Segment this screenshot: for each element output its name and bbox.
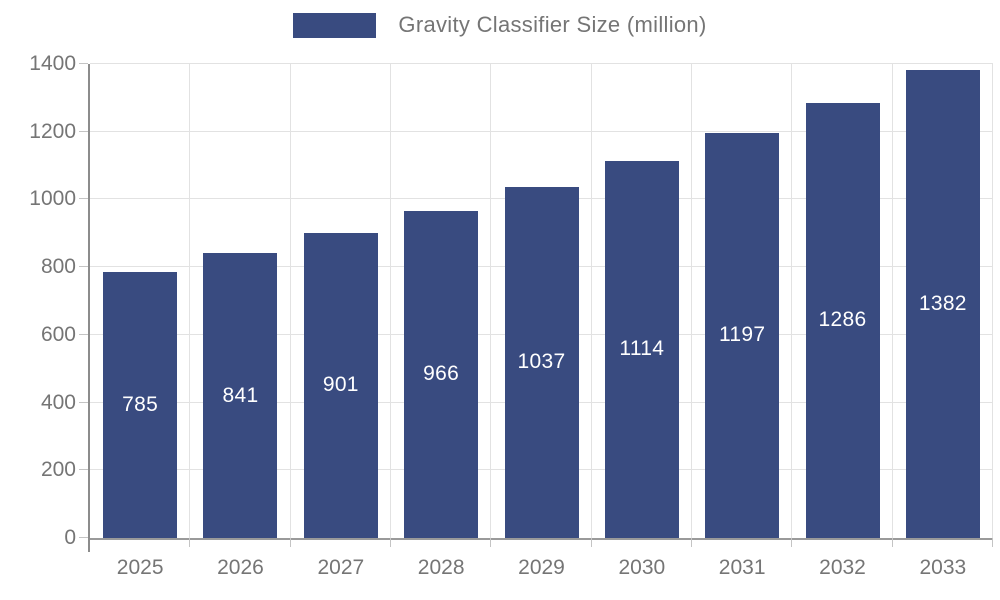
bar-value-label: 1114 — [619, 337, 665, 361]
x-tick-label: 2031 — [718, 556, 766, 579]
x-tick-label: 2025 — [116, 556, 164, 579]
y-tick-mark — [79, 266, 88, 268]
y-tick-label: 0 — [64, 526, 76, 549]
x-tick-label: 2026 — [217, 556, 264, 579]
bar-value-label: 966 — [423, 362, 460, 386]
bar-value-label: 1197 — [718, 323, 766, 347]
bar-value-label: 901 — [322, 373, 359, 397]
bar-value-label: 841 — [222, 383, 259, 407]
y-tick-label: 1200 — [29, 119, 76, 143]
bar-value-label: 1037 — [517, 350, 566, 374]
x-tick-mark — [690, 538, 692, 547]
y-tick-label: 800 — [40, 255, 76, 279]
v-gridline — [590, 64, 592, 538]
bar: 1114 — [604, 160, 679, 538]
y-tick-label: 1000 — [29, 187, 76, 211]
bar-value-label: 785 — [122, 393, 159, 417]
bar-value-label: 1382 — [918, 292, 967, 316]
plot-area: 0 200 400 600 800 1000 1200 1400 785 2025 841 2026 9… — [29, 52, 993, 579]
bar: 1197 — [705, 132, 780, 538]
h-gridline — [90, 63, 993, 64]
y-tick-label: 600 — [40, 322, 76, 346]
v-gridline — [690, 64, 692, 538]
x-tick-mark — [189, 538, 191, 547]
y-tick-mark — [79, 469, 88, 471]
legend: Gravity Classifier Size (million) — [0, 12, 1000, 38]
x-tick-mark — [590, 538, 592, 547]
legend-label: Gravity Classifier Size (million) — [398, 12, 707, 37]
v-gridline — [791, 64, 793, 538]
bar: 966 — [404, 210, 479, 538]
bar: 785 — [103, 272, 178, 538]
x-tick-label: 2033 — [919, 556, 967, 579]
x-tick-label: 2030 — [618, 556, 666, 579]
v-gridline — [992, 64, 993, 538]
x-tick-mark — [289, 538, 291, 547]
h-gridline — [90, 130, 993, 132]
bar: 841 — [203, 253, 278, 538]
x-tick-mark — [791, 538, 793, 547]
y-tick-mark — [79, 198, 88, 200]
y-tick-mark — [79, 537, 88, 538]
bar-value-label: 1286 — [818, 308, 867, 332]
y-axis-extension — [88, 538, 90, 552]
y-tick-mark — [79, 130, 88, 132]
v-gridline — [891, 64, 893, 538]
x-tick-label: 2027 — [317, 556, 365, 579]
v-gridline — [389, 64, 391, 538]
x-tick-mark — [490, 538, 492, 547]
y-tick-mark — [79, 63, 88, 64]
y-tick-mark — [79, 401, 88, 403]
v-gridline — [490, 64, 492, 538]
y-tick-label: 1400 — [29, 52, 76, 75]
x-tick-mark — [389, 538, 391, 547]
x-tick-mark — [891, 538, 893, 547]
x-tick-label: 2028 — [417, 556, 465, 579]
y-tick-mark — [79, 333, 88, 335]
x-tick-label: 2029 — [518, 556, 565, 579]
y-tick-label: 200 — [40, 458, 76, 482]
legend-swatch — [293, 12, 377, 38]
x-tick-label: 2032 — [819, 556, 866, 579]
v-gridline — [289, 64, 291, 538]
bar: 1286 — [805, 102, 880, 538]
bar: 1382 — [905, 70, 980, 538]
v-gridline — [189, 64, 191, 538]
bar: 1037 — [504, 186, 579, 538]
y-tick-label: 400 — [40, 390, 76, 414]
bar: 901 — [303, 232, 378, 538]
x-tick-mark — [992, 538, 993, 547]
